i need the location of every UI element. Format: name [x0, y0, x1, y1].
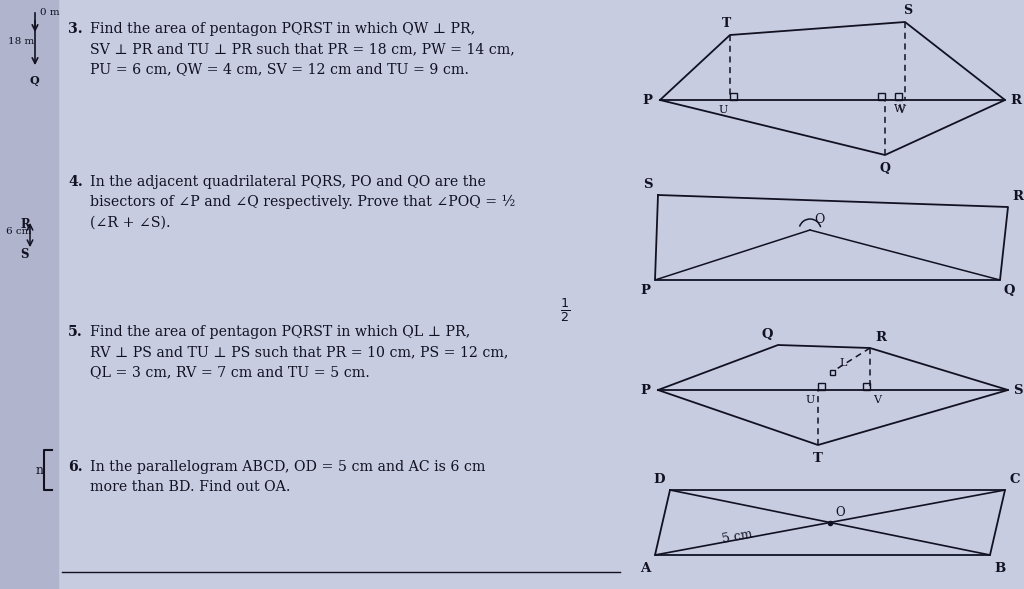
Text: R: R — [1012, 190, 1023, 203]
Text: S: S — [903, 4, 912, 17]
Text: V: V — [873, 395, 881, 405]
Text: T: T — [722, 17, 731, 30]
Text: R: R — [20, 219, 30, 231]
Text: Q: Q — [762, 328, 773, 341]
Bar — [0, 0, 58, 589]
Text: 6.: 6. — [68, 460, 83, 474]
Text: D: D — [653, 473, 665, 486]
Text: O: O — [835, 505, 845, 518]
Text: P: P — [640, 284, 650, 297]
Text: R: R — [874, 331, 886, 344]
Text: Q: Q — [1004, 284, 1016, 297]
Text: S: S — [643, 178, 653, 191]
Text: O: O — [814, 213, 824, 226]
Text: L: L — [839, 358, 847, 368]
Text: Find the area of pentagon PQRST in which QW ⊥ PR,
SV ⊥ PR and TU ⊥ PR such that : Find the area of pentagon PQRST in which… — [90, 22, 515, 76]
Text: n: n — [36, 464, 44, 477]
Text: U: U — [719, 105, 728, 115]
Text: Q: Q — [30, 75, 40, 86]
Text: 5.: 5. — [68, 325, 83, 339]
Text: A: A — [640, 562, 650, 575]
Text: 3.: 3. — [68, 22, 83, 36]
Text: 5 cm: 5 cm — [721, 528, 754, 546]
Text: Q: Q — [880, 162, 891, 175]
Text: In the adjacent quadrilateral PQRS, PO and QO are the
bisectors of ∠P and ∠Q res: In the adjacent quadrilateral PQRS, PO a… — [90, 175, 515, 229]
Text: V: V — [897, 105, 905, 115]
Text: U: U — [806, 395, 815, 405]
Text: T: T — [813, 452, 823, 465]
Text: B: B — [994, 562, 1006, 575]
Text: P: P — [640, 383, 650, 396]
Text: Find the area of pentagon PQRST in which QL ⊥ PR,
RV ⊥ PS and TU ⊥ PS such that : Find the area of pentagon PQRST in which… — [90, 325, 508, 379]
Text: S: S — [20, 249, 29, 262]
Text: In the parallelogram ABCD, OD = 5 cm and AC is 6 cm
more than BD. Find out OA.: In the parallelogram ABCD, OD = 5 cm and… — [90, 460, 485, 494]
Text: $\frac{1}{2}$: $\frac{1}{2}$ — [560, 296, 570, 324]
Text: 0 m: 0 m — [40, 8, 59, 17]
Text: 18 m: 18 m — [8, 38, 34, 47]
Text: C: C — [1009, 473, 1020, 486]
Text: P: P — [642, 94, 652, 107]
Text: 6 cm: 6 cm — [6, 227, 32, 237]
Text: W: W — [894, 104, 905, 114]
Text: S: S — [1013, 383, 1023, 396]
Text: 4.: 4. — [68, 175, 83, 189]
Text: R: R — [1010, 94, 1021, 107]
